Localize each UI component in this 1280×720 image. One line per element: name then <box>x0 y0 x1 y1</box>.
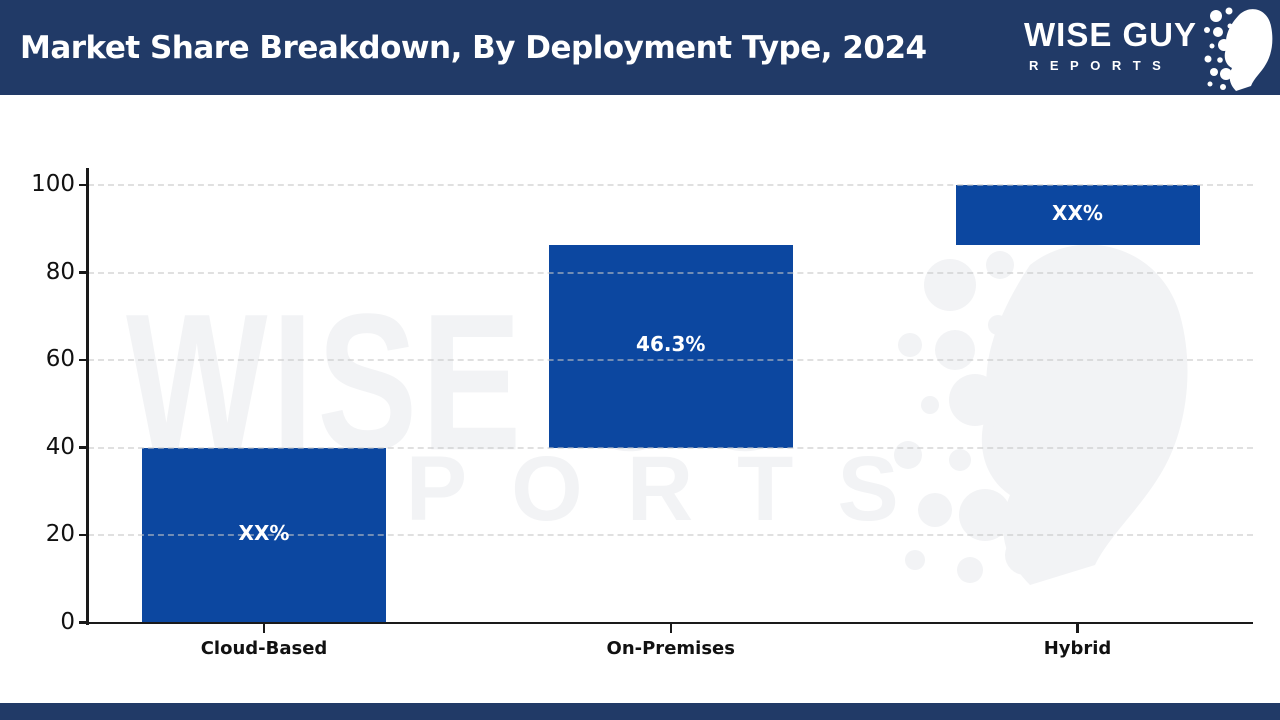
x-category-label: Cloud-Based <box>200 638 328 659</box>
y-tick-label: 20 <box>45 521 75 547</box>
x-category-label: Hybrid <box>1043 638 1112 659</box>
gridline <box>88 359 1253 361</box>
bar-on-premises <box>548 244 793 448</box>
logo-wordmark: WISE GUY <box>1024 16 1198 53</box>
header-bar: Market Share Breakdown, By Deployment Ty… <box>0 0 1280 95</box>
bar-value-label: 46.3% <box>636 332 706 357</box>
x-category-label: On-Premises <box>606 638 735 659</box>
y-tick-mark <box>79 446 87 449</box>
y-tick-label: 40 <box>45 433 75 460</box>
y-tick-mark <box>79 271 87 274</box>
x-tick-mark <box>669 624 672 633</box>
x-axis-line <box>86 621 1253 624</box>
gridline <box>88 184 1253 186</box>
bar-hybrid <box>955 185 1200 245</box>
gridline <box>88 446 1253 449</box>
logo-subtext: REPORTS <box>1029 58 1173 73</box>
y-tick-label: 80 <box>45 258 75 285</box>
y-tick-mark <box>79 358 87 362</box>
y-tick-label: 100 <box>31 171 75 197</box>
chart-title: Market Share Breakdown, By Deployment Ty… <box>20 29 927 66</box>
gridline <box>88 271 1253 274</box>
y-tick-mark <box>79 183 87 187</box>
y-tick-mark <box>79 621 87 624</box>
y-tick-mark <box>79 533 87 537</box>
gridline <box>88 534 1253 536</box>
footer-bar <box>0 703 1280 720</box>
y-axis-line <box>86 168 89 625</box>
y-tick-label: 60 <box>45 346 75 372</box>
logo-head-icon <box>1204 7 1273 91</box>
x-tick-mark <box>1076 624 1079 633</box>
bar-value-label: XX% <box>238 521 290 545</box>
wise-guy-reports-logo: WISE GUY REPORTS <box>1012 0 1274 95</box>
bar-value-label: XX% <box>1052 200 1103 225</box>
x-tick-mark <box>262 624 266 633</box>
y-tick-label: 0 <box>60 608 75 635</box>
